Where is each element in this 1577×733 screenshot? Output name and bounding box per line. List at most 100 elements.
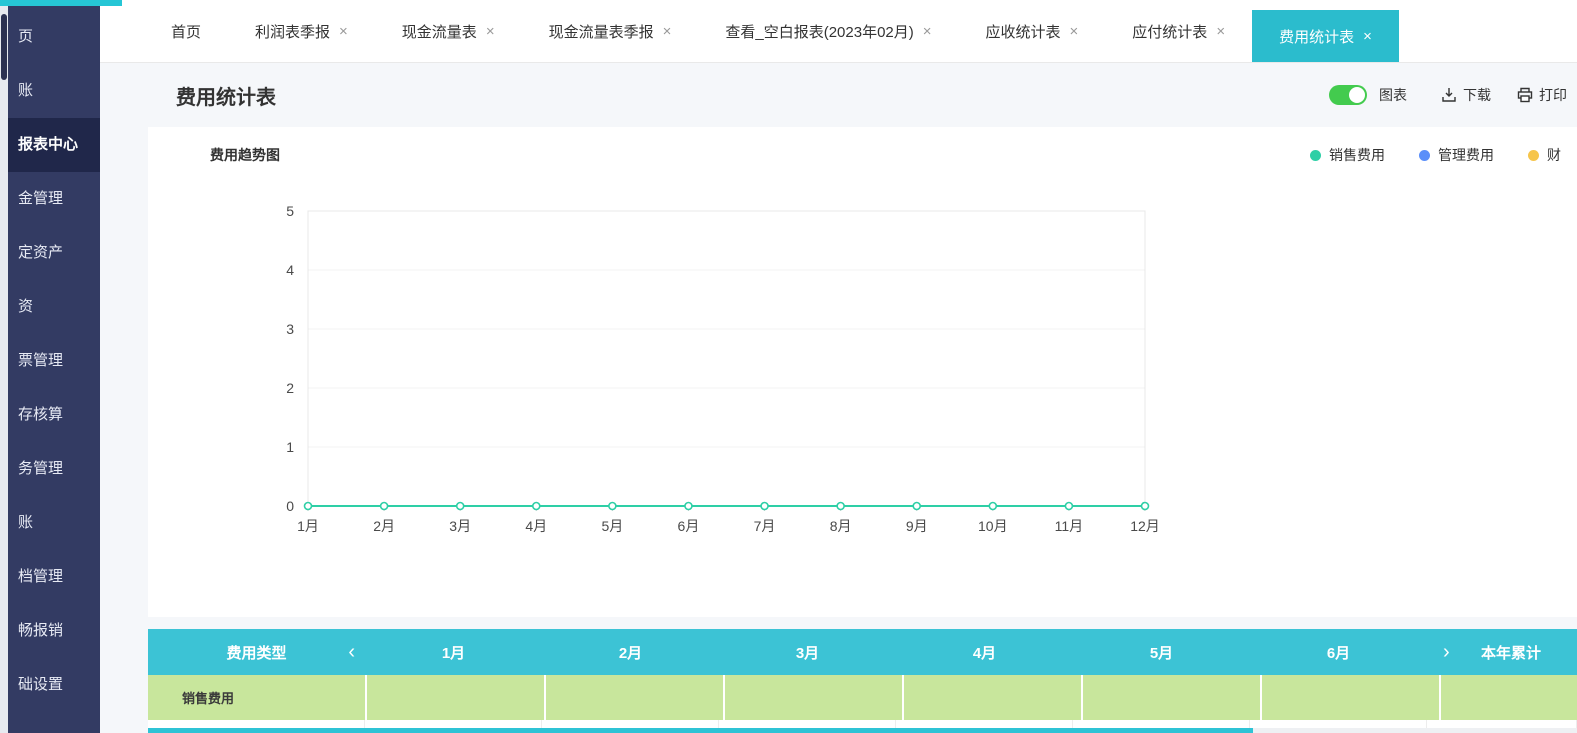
sidebar-item[interactable]: 页	[18, 28, 34, 45]
svg-text:11月: 11月	[1055, 518, 1084, 534]
svg-text:6月: 6月	[678, 518, 700, 534]
scrollbar-thumb[interactable]	[1, 14, 7, 80]
table-scrollbar[interactable]	[148, 728, 1577, 733]
total-header-label: 本年累计	[1481, 644, 1542, 662]
svg-text:4: 4	[286, 262, 294, 278]
download-icon	[1442, 88, 1456, 102]
print-label: 打印	[1539, 87, 1567, 103]
svg-text:1月: 1月	[297, 518, 319, 534]
table-row[interactable]: 销售费用	[148, 675, 1577, 720]
tab-close-icon[interactable]: ×	[1216, 22, 1226, 40]
tab-close-icon[interactable]: ×	[485, 22, 495, 40]
sidebar-item[interactable]: 账	[18, 514, 34, 531]
tab-label: 应付统计表	[1132, 23, 1208, 41]
row-month-value	[546, 675, 723, 720]
tab-close-icon[interactable]: ×	[339, 22, 348, 40]
tab-close-icon[interactable]: ×	[1069, 22, 1079, 40]
tab-item[interactable]: 应付统计表 ×	[1105, 0, 1252, 62]
sidebar-item[interactable]: 账	[18, 82, 34, 99]
tab-item[interactable]: 现金流量表 ×	[375, 0, 522, 62]
sidebar-item[interactable]: 档管理	[18, 568, 64, 585]
tab-item[interactable]: 费用统计表 ×	[1252, 10, 1399, 62]
tab-item[interactable]: 查看_空白报表(2023年02月) ×	[698, 0, 958, 62]
content: 费用统计表 图表 下载	[100, 63, 1577, 733]
page-title: 费用统计表	[176, 86, 276, 109]
prev-months-icon[interactable]: ‹	[348, 641, 355, 663]
tab-label: 应收统计表	[985, 23, 1061, 41]
next-months-icon[interactable]: ›	[1443, 641, 1450, 663]
row-month-value	[1262, 675, 1439, 720]
tab-item[interactable]: 应收统计表 ×	[959, 0, 1106, 62]
tab-close-icon[interactable]: ×	[1363, 27, 1372, 45]
table-header-month[interactable]: 5月	[1149, 644, 1174, 662]
row-month-value	[367, 675, 544, 720]
table-header-month[interactable]: 2月	[618, 644, 643, 662]
main-area: 首页 利润表季报 × 现金流量表 × 现金流量表季报 × 查看_空白报表(2023年02月) ×…	[100, 0, 1577, 733]
svg-text:3月: 3月	[449, 518, 471, 534]
legend-item[interactable]: 销售费用	[1310, 145, 1385, 165]
expense-table: 费用类型 ‹ 1月 2月 3月 4月 5月 6月 › 本年累计 销售费用	[148, 629, 1577, 729]
svg-text:0: 0	[286, 498, 294, 514]
sidebar-item[interactable]: 务管理	[18, 460, 64, 477]
chart-card: 费用趋势图 销售费用 管理费用 财 0 1 2 3 4 5 1月 2月 3月 4月 5月 6月 7月 8月 9月…	[148, 127, 1577, 617]
sidebar-item[interactable]: 资	[18, 298, 34, 315]
sidebar-item[interactable]: 报表中心	[8, 118, 100, 172]
download-button[interactable]: 下载	[1441, 85, 1491, 105]
partial-cell	[1250, 720, 1427, 729]
chart-title: 费用趋势图	[210, 147, 280, 163]
table-header-expense-type: 费用类型 ‹	[148, 629, 365, 675]
svg-text:10月: 10月	[978, 518, 1008, 534]
svg-text:12月: 12月	[1130, 518, 1160, 534]
sidebar-item[interactable]: 存核算	[18, 406, 64, 423]
table-header-month[interactable]: 3月	[795, 644, 820, 662]
tab-label: 首页	[171, 23, 202, 41]
tab-label: 查看_空白报表(2023年02月)	[725, 23, 914, 41]
partial-cell	[719, 720, 896, 729]
tab-item[interactable]: 首页	[144, 0, 228, 62]
svg-text:7月: 7月	[754, 518, 776, 534]
sidebar-menu: 页账报表中心 金管理 定资产资票管理 存核算 务管理账档管理 畅报销 础设置	[8, 0, 100, 712]
table-body: 销售费用	[148, 675, 1577, 720]
sidebar-scrollbar[interactable]	[0, 0, 8, 733]
download-label: 下载	[1463, 87, 1491, 103]
sidebar-item[interactable]: 础设置	[18, 676, 64, 693]
sidebar-item[interactable]: 畅报销	[18, 622, 64, 639]
row-expense-type: 销售费用	[148, 675, 365, 720]
row-total-value	[1441, 675, 1577, 720]
legend-dot-icon	[1419, 149, 1430, 161]
tab-label: 费用统计表	[1279, 28, 1355, 46]
sidebar-item[interactable]: 定资产	[18, 244, 64, 261]
legend-label: 财	[1547, 147, 1561, 163]
svg-text:9月: 9月	[906, 518, 928, 534]
table-header-month[interactable]: 4月	[972, 644, 997, 662]
partial-cell	[542, 720, 719, 729]
table-header-total: › 本年累计	[1427, 629, 1577, 675]
tab-bar: 首页 利润表季报 × 现金流量表 × 现金流量表季报 × 查看_空白报表(2023年02月) ×…	[100, 0, 1577, 63]
tab-close-icon[interactable]: ×	[662, 22, 672, 40]
chart-toggle-label: 图表	[1379, 87, 1407, 103]
legend-item[interactable]: 管理费用	[1419, 145, 1494, 165]
sidebar-item[interactable]: 票管理	[18, 352, 64, 369]
expense-type-header-label: 费用类型	[226, 644, 287, 662]
tab-close-icon[interactable]: ×	[922, 22, 932, 40]
svg-text:5月: 5月	[601, 518, 623, 534]
legend-item[interactable]: 财	[1528, 145, 1561, 165]
table-scrollbar-thumb[interactable]	[148, 728, 1253, 733]
print-button[interactable]: 打印	[1517, 85, 1567, 105]
legend-dot-icon	[1310, 149, 1321, 161]
tab-item[interactable]: 现金流量表季报 ×	[522, 0, 699, 62]
sidebar: 页账报表中心 金管理 定资产资票管理 存核算 务管理账档管理 畅报销 础设置	[0, 0, 122, 733]
table-header-month[interactable]: 1月	[441, 644, 466, 662]
toggle-knob	[1349, 87, 1365, 103]
tab-item[interactable]: 利润表季报 ×	[228, 0, 375, 62]
table-header-month[interactable]: 6月	[1326, 644, 1351, 662]
table-header: 费用类型 ‹ 1月 2月 3月 4月 5月 6月 › 本年累计	[148, 629, 1577, 675]
chart-view-toggle[interactable]	[1329, 85, 1367, 105]
sidebar-item[interactable]: 金管理	[18, 190, 64, 207]
svg-text:2: 2	[286, 380, 294, 396]
partial-cell	[148, 720, 365, 729]
chart-head: 费用趋势图 销售费用 管理费用 财	[148, 127, 1577, 165]
header-actions: 图表 下载 打印	[1329, 85, 1567, 105]
page-header: 费用统计表 图表 下载	[100, 63, 1577, 127]
